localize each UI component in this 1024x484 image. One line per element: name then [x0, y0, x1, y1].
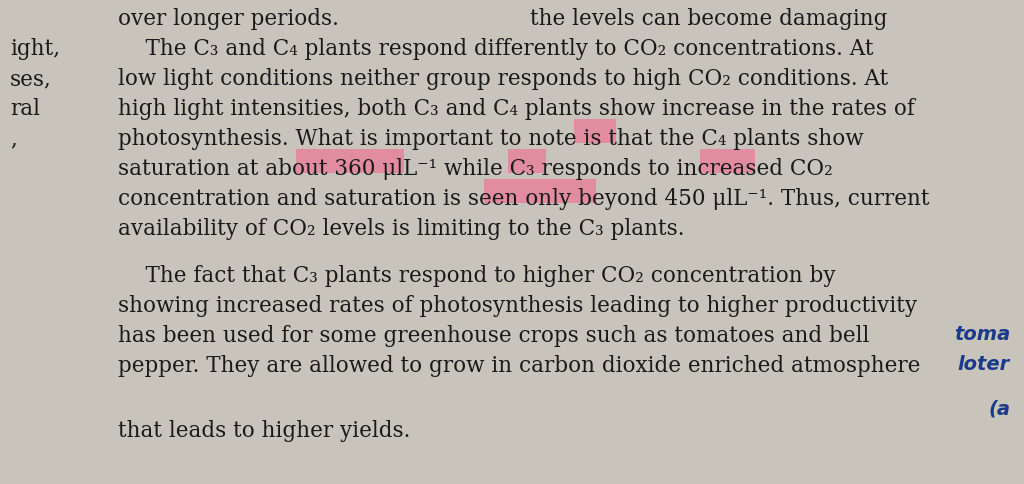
Bar — [484, 180, 596, 204]
Text: loter: loter — [957, 354, 1010, 373]
Text: showing increased rates of photosynthesis leading to higher productivity: showing increased rates of photosynthesi… — [118, 294, 918, 317]
Text: The fact that C₃ plants respond to higher CO₂ concentration by: The fact that C₃ plants respond to highe… — [118, 264, 836, 287]
Text: toma: toma — [953, 324, 1010, 343]
Bar — [700, 150, 755, 174]
Text: The C₃ and C₄ plants respond differently to CO₂ concentrations. At: The C₃ and C₄ plants respond differently… — [118, 38, 873, 60]
Text: high light intensities, both C₃ and C₄ plants show increase in the rates of: high light intensities, both C₃ and C₄ p… — [118, 98, 914, 120]
Text: ight,: ight, — [10, 38, 60, 60]
Bar — [296, 150, 404, 174]
Text: (a: (a — [988, 399, 1010, 418]
Text: ,: , — [10, 128, 16, 150]
Text: over longer periods.: over longer periods. — [118, 8, 339, 30]
Text: ral: ral — [10, 98, 40, 120]
Text: availability of CO₂ levels is limiting to the C₃ plants.: availability of CO₂ levels is limiting t… — [118, 217, 684, 240]
Text: concentration and saturation is seen only beyond 450 μlL⁻¹. Thus, current: concentration and saturation is seen onl… — [118, 188, 930, 210]
Text: pepper. They are allowed to grow in carbon dioxide enriched atmosphere: pepper. They are allowed to grow in carb… — [118, 354, 921, 376]
Text: that leads to higher yields.: that leads to higher yields. — [118, 419, 411, 441]
Text: saturation at about 360 μlL⁻¹ while C₃ responds to increased CO₂: saturation at about 360 μlL⁻¹ while C₃ r… — [118, 158, 833, 180]
Text: low light conditions neither group responds to high CO₂ conditions. At: low light conditions neither group respo… — [118, 68, 888, 90]
Text: has been used for some greenhouse crops such as tomatoes and bell: has been used for some greenhouse crops … — [118, 324, 869, 346]
Bar — [508, 150, 546, 174]
Bar — [574, 120, 616, 144]
Text: the levels can become damaging: the levels can become damaging — [530, 8, 888, 30]
Text: ses,: ses, — [10, 68, 52, 90]
Text: photosynthesis. What is important to note is that the C₄ plants show: photosynthesis. What is important to not… — [118, 128, 863, 150]
